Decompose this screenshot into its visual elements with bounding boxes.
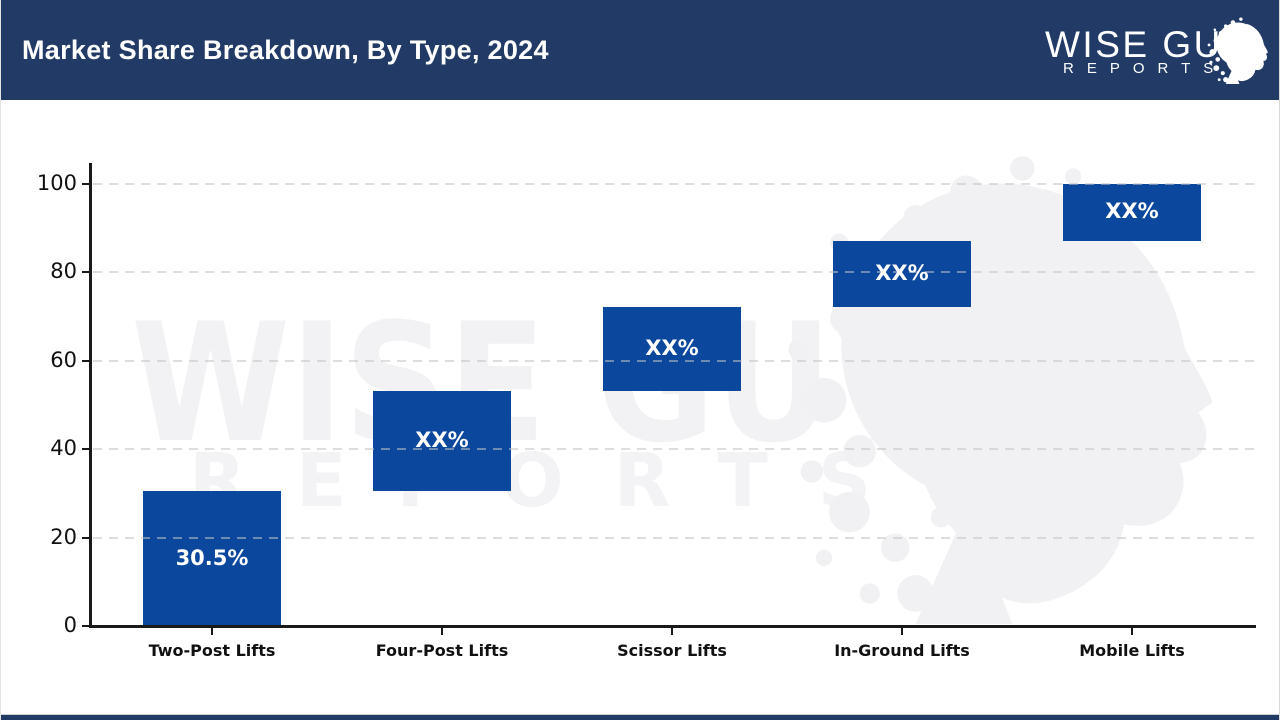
x-tick-mark (901, 627, 903, 635)
bar-scissor-lifts (603, 307, 741, 392)
y-tick-mark (82, 182, 90, 185)
gridline (93, 448, 1256, 450)
logo-brand-text: WISE GUY (1045, 24, 1251, 65)
header: Market Share Breakdown, By Type, 2024 WI… (1, 0, 1279, 100)
gridline (93, 359, 1256, 362)
bar-four-post-lifts (373, 391, 511, 492)
bar-two-post-lifts (143, 491, 281, 626)
page-title: Market Share Breakdown, By Type, 2024 (22, 35, 549, 65)
category-label: In-Ground Lifts (834, 641, 970, 660)
bar-value-label: XX% (415, 428, 469, 453)
x-tick-mark (211, 627, 213, 635)
x-tick-mark (1131, 627, 1133, 635)
bar-in-ground-lifts (833, 241, 971, 308)
y-tick-mark (82, 625, 90, 627)
y-axis-line (89, 163, 92, 627)
gridline (93, 271, 1256, 273)
logo-head-icon (1207, 17, 1268, 84)
category-label: Two-Post Lifts (148, 641, 276, 660)
x-axis-line (89, 625, 1256, 628)
bar-value-label: XX% (875, 261, 929, 286)
bar-value-label: 30.5% (175, 545, 249, 570)
y-tick-label: 80 (50, 259, 77, 283)
logo-reports-text: REPORTS (1063, 60, 1227, 77)
y-tick-mark (82, 359, 90, 362)
y-tick-label: 40 (50, 436, 77, 460)
bar-value-label: XX% (1105, 199, 1159, 224)
y-tick-mark (82, 271, 90, 273)
gridline (93, 536, 1256, 539)
bar-value-label: XX% (645, 336, 699, 361)
watermark-brand-text: WISE GUY (131, 288, 937, 479)
y-tick-label: 60 (50, 347, 77, 372)
y-tick-mark (82, 536, 90, 539)
footer-bar (1, 714, 1279, 720)
category-label: Four-Post Lifts (375, 641, 509, 660)
x-tick-mark (441, 627, 443, 635)
y-tick-label: 20 (50, 524, 77, 549)
category-label: Scissor Lifts (617, 641, 727, 660)
gridline (93, 182, 1256, 185)
y-tick-mark (82, 448, 90, 450)
watermark-reports-text: REPORTS (189, 438, 922, 524)
bar-mobile-lifts (1063, 183, 1201, 242)
category-label: Mobile Lifts (1079, 641, 1185, 660)
y-tick-label: 0 (63, 613, 77, 637)
y-tick-label: 100 (36, 170, 77, 195)
x-tick-mark (671, 627, 673, 635)
